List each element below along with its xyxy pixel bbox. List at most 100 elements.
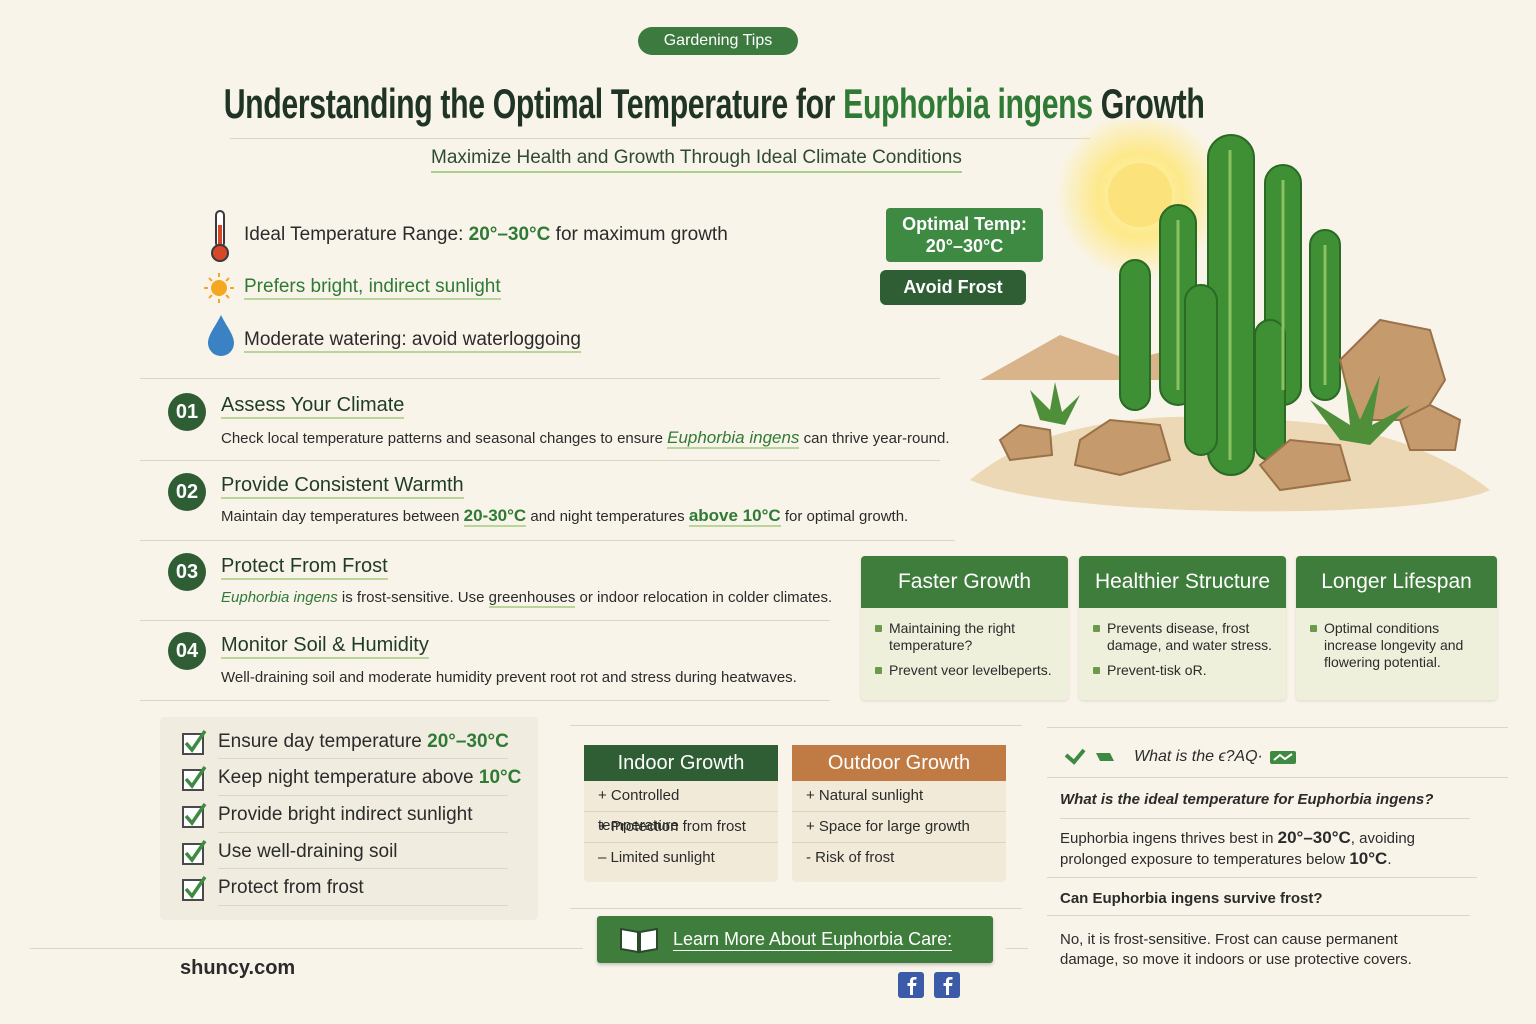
step-desc: Euphorbia ingens is frost-sensitive. Use…	[221, 589, 833, 608]
divider	[570, 908, 1022, 909]
faq-answer: Euphorbia ingens thrives best in 20°–30°…	[1060, 828, 1480, 870]
divider	[140, 378, 940, 379]
card-title: Healthier Structure	[1079, 556, 1286, 608]
card-item: Prevents disease, frost damage, and wate…	[1093, 620, 1274, 654]
divider	[1006, 948, 1028, 949]
divider	[218, 795, 508, 796]
benefit-card: Healthier Structure Prevents disease, fr…	[1079, 556, 1286, 700]
divider	[570, 725, 1022, 726]
divider	[1060, 818, 1470, 819]
highlight: Prefers bright, indirect sunlight	[244, 276, 501, 300]
comparison-item: - Risk of frost	[806, 849, 895, 866]
text-emph: above 10°C	[688, 506, 781, 527]
step-title: Protect From Frost	[221, 555, 388, 580]
divider	[1047, 777, 1508, 778]
tag-line: 20°–30°C	[925, 236, 1004, 256]
text: for maximum growth	[550, 224, 728, 245]
faq-question: Can Euphorbia ingens survive frost?	[1060, 890, 1323, 907]
step-title: Monitor Soil & Humidity	[221, 634, 429, 659]
text-emph: Euphorbia ingens	[667, 428, 800, 449]
highlight: Ideal Temperature Range: 20°–30°C for ma…	[244, 224, 728, 246]
step-desc: Well-draining soil and moderate humidity…	[221, 669, 797, 686]
text: .	[1387, 851, 1392, 868]
text: Check local temperature patterns and sea…	[221, 430, 668, 447]
text-emph: Euphorbia ingens	[221, 589, 338, 606]
checklist-item: Protect from frost	[218, 877, 364, 898]
badge: Gardening Tips	[638, 27, 798, 55]
cta-text[interactable]: Learn More About Euphorbia Care:	[673, 929, 953, 951]
faq-answer: No, it is frost-sensitive. Frost can cau…	[1060, 931, 1412, 968]
text-emph: 20°–30°C	[427, 731, 509, 752]
comparison-title: Indoor Growth	[584, 745, 778, 781]
divider	[1047, 877, 1477, 878]
divider	[230, 138, 1090, 139]
card-item: Prevent-tisk oR.	[1093, 662, 1274, 679]
text-emph: 20-30°C	[463, 506, 527, 527]
benefit-card: Faster Growth Maintaining the right temp…	[861, 556, 1068, 700]
checklist-item: Keep night temperature above 10°C	[218, 767, 521, 789]
divider	[218, 758, 508, 759]
comparison-item: + Space for large growth	[792, 812, 1006, 843]
divider	[218, 832, 508, 833]
card-body: Prevents disease, frost damage, and wate…	[1079, 608, 1286, 679]
cactus-illustration	[970, 120, 1490, 512]
divider	[30, 948, 583, 949]
book-icon	[620, 927, 658, 954]
card-body: Optimal conditions increase longevity an…	[1296, 608, 1497, 671]
divider	[1047, 727, 1508, 728]
text-emph: 20°–30°C	[1277, 828, 1351, 847]
tag: Avoid Frost	[880, 270, 1026, 305]
title-wrap: Understanding the Optimal Temperature fo…	[0, 80, 1428, 128]
step-number: 04	[168, 632, 206, 670]
card-item: Maintaining the right temperature?	[875, 620, 1056, 654]
text: can thrive year-round.	[799, 430, 950, 447]
card-title: Faster Growth	[861, 556, 1068, 608]
footer-site: shuncy.com	[180, 957, 296, 979]
title-plant: Euphorbia ingens	[843, 80, 1093, 127]
text: for optimal growth.	[780, 508, 909, 525]
comparison-item: + Controlled temperature	[584, 781, 778, 834]
comparison-card: Outdoor Growth + Natural sunlight + Spac…	[792, 745, 1006, 882]
comparison-item: – Limited sunlight	[598, 849, 715, 866]
benefit-card: Longer Lifespan Optimal conditions incre…	[1296, 556, 1497, 700]
step-desc: Check local temperature patterns and sea…	[221, 428, 950, 449]
checklist-item: Ensure day temperature 20°–30°C	[218, 731, 509, 753]
text: and night temperatures	[526, 508, 689, 525]
highlight: Moderate watering: avoid waterloggoing	[244, 329, 581, 353]
text: , avoiding prolonged exposure to tempera…	[1060, 830, 1416, 868]
text-emph: 10°C	[478, 767, 522, 788]
divider	[140, 700, 830, 701]
checkboxes	[182, 730, 207, 901]
divider	[218, 868, 508, 869]
step-number: 01	[168, 393, 206, 431]
checklist-item: Provide bright indirect sunlight	[218, 804, 473, 825]
text: Keep night temperature above	[218, 767, 479, 788]
divider	[218, 905, 508, 906]
divider	[140, 620, 830, 621]
divider	[1047, 915, 1470, 916]
faq-icons	[1064, 748, 1114, 765]
comparison-item: + Natural sunlight	[792, 781, 1006, 812]
highlight-icons	[204, 210, 234, 356]
faq-header: What is the ϵ?AQ·	[1134, 748, 1263, 765]
comparison-title: Outdoor Growth	[792, 745, 1006, 781]
text: Ensure day temperature	[218, 731, 428, 752]
cta-button[interactable]: Learn More About Euphorbia Care:	[597, 916, 993, 963]
comparison-card: Indoor Growth + Controlled temperature +…	[584, 745, 778, 882]
title: Understanding the Optimal Temperature fo…	[224, 80, 1205, 128]
text-emph: 20°–30°C	[468, 224, 551, 245]
step-title: Assess Your Climate	[221, 394, 405, 419]
subtitle: Maximize Health and Growth Through Ideal…	[431, 147, 962, 173]
faq-question: What is the ideal temperature for Euphor…	[1060, 791, 1434, 808]
text: Ideal Temperature Range:	[244, 224, 469, 245]
card-item: Prevent veor levelbeperts.	[875, 662, 1056, 679]
step-desc: Maintain day temperatures between 20-30°…	[221, 506, 909, 527]
text: or indoor relocation in colder climates.	[575, 589, 833, 606]
tag: Optimal Temp: 20°–30°C	[886, 208, 1043, 262]
step-number: 02	[168, 473, 206, 511]
text: is frost-sensitive. Use	[337, 589, 489, 606]
divider	[140, 540, 955, 541]
social-icons[interactable]	[897, 971, 963, 999]
title-lead: Understanding the Optimal Temperature fo…	[223, 80, 844, 127]
